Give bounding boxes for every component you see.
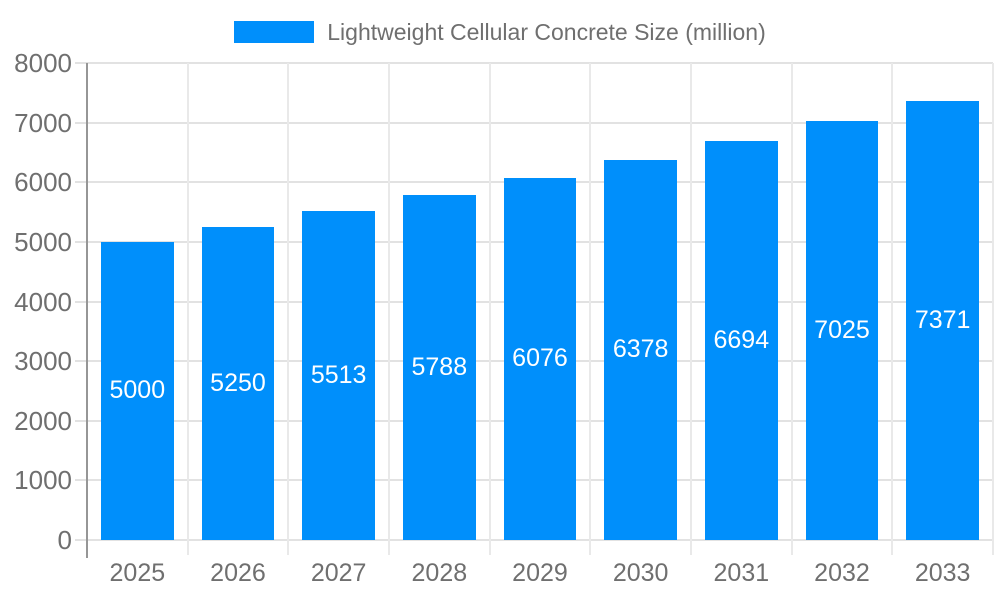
v-gridline [690, 63, 692, 555]
v-gridline [589, 63, 592, 555]
h-gridline [75, 539, 993, 541]
bar-2033[interactable]: 7371 [906, 100, 979, 540]
legend-label: Lightweight Cellular Concrete Size (mill… [327, 18, 766, 45]
bar-2030[interactable]: 6378 [604, 159, 677, 540]
v-gridline [488, 63, 491, 555]
y-tick-label: 0 [57, 525, 72, 555]
x-tick-label-2030: 2030 [612, 559, 669, 587]
x-tick-label-2027: 2027 [310, 559, 367, 587]
v-gridline [790, 63, 793, 555]
bar-2031[interactable]: 6694 [705, 140, 778, 540]
v-gridline [186, 63, 189, 555]
y-tick-label: 1000 [14, 465, 72, 496]
x-tick-label-2029: 2029 [512, 559, 568, 587]
h-gridline [75, 62, 993, 64]
x-tick-label-2033: 2033 [914, 559, 971, 587]
bar-value-label: 7025 [814, 316, 870, 345]
v-gridline [891, 63, 894, 555]
y-axis-labels: 0 1000 2000 3000 4000 5000 6000 7000 8000 [0, 50, 72, 553]
bar-value-label: 5250 [210, 368, 266, 397]
v-gridline [287, 63, 290, 555]
bar-2029[interactable]: 6076 [503, 177, 577, 540]
bar-2025[interactable]: 5000 [101, 241, 174, 540]
y-axis-line [86, 63, 88, 558]
h-gridline [75, 121, 993, 124]
x-axis-labels: 2025 2026 2027 2028 2029 2030 2031 2032 2033 [87, 556, 993, 592]
bar-value-label: 5788 [411, 352, 468, 381]
x-tick-label-2032: 2032 [814, 559, 870, 587]
y-tick-label: 6000 [14, 167, 72, 198]
bar-2027[interactable]: 5513 [302, 211, 375, 540]
chart-legend[interactable]: Lightweight Cellular Concrete Size (mill… [0, 10, 1000, 54]
bar-2026[interactable]: 5250 [201, 226, 275, 540]
bar-2028[interactable]: 5788 [403, 194, 476, 540]
y-tick-label: 3000 [14, 346, 72, 377]
bar-value-label: 5513 [310, 361, 367, 390]
y-tick-label: 2000 [14, 405, 72, 436]
x-tick-label-2028: 2028 [411, 559, 468, 587]
v-gridline [992, 63, 994, 555]
x-tick-label-2026: 2026 [210, 559, 266, 587]
x-tick-label-2025: 2025 [109, 559, 166, 587]
bar-value-label: 6694 [713, 325, 770, 354]
bar-value-label: 7371 [914, 305, 971, 334]
y-tick-label: 8000 [14, 48, 72, 78]
bar-2032[interactable]: 7025 [805, 121, 879, 540]
v-gridline [388, 63, 390, 555]
y-tick-label: 7000 [14, 107, 72, 138]
bar-value-label: 6378 [612, 335, 669, 364]
y-tick-label: 4000 [14, 286, 72, 317]
legend-swatch-icon [234, 21, 315, 43]
x-tick-label-2031: 2031 [713, 559, 770, 587]
bar-value-label: 5000 [109, 376, 166, 405]
bar-value-label: 6076 [512, 344, 568, 373]
plot-area: 5000 5250 5513 5788 6076 6378 6694 7025 7371 [75, 62, 994, 558]
y-tick-label: 5000 [14, 226, 72, 257]
